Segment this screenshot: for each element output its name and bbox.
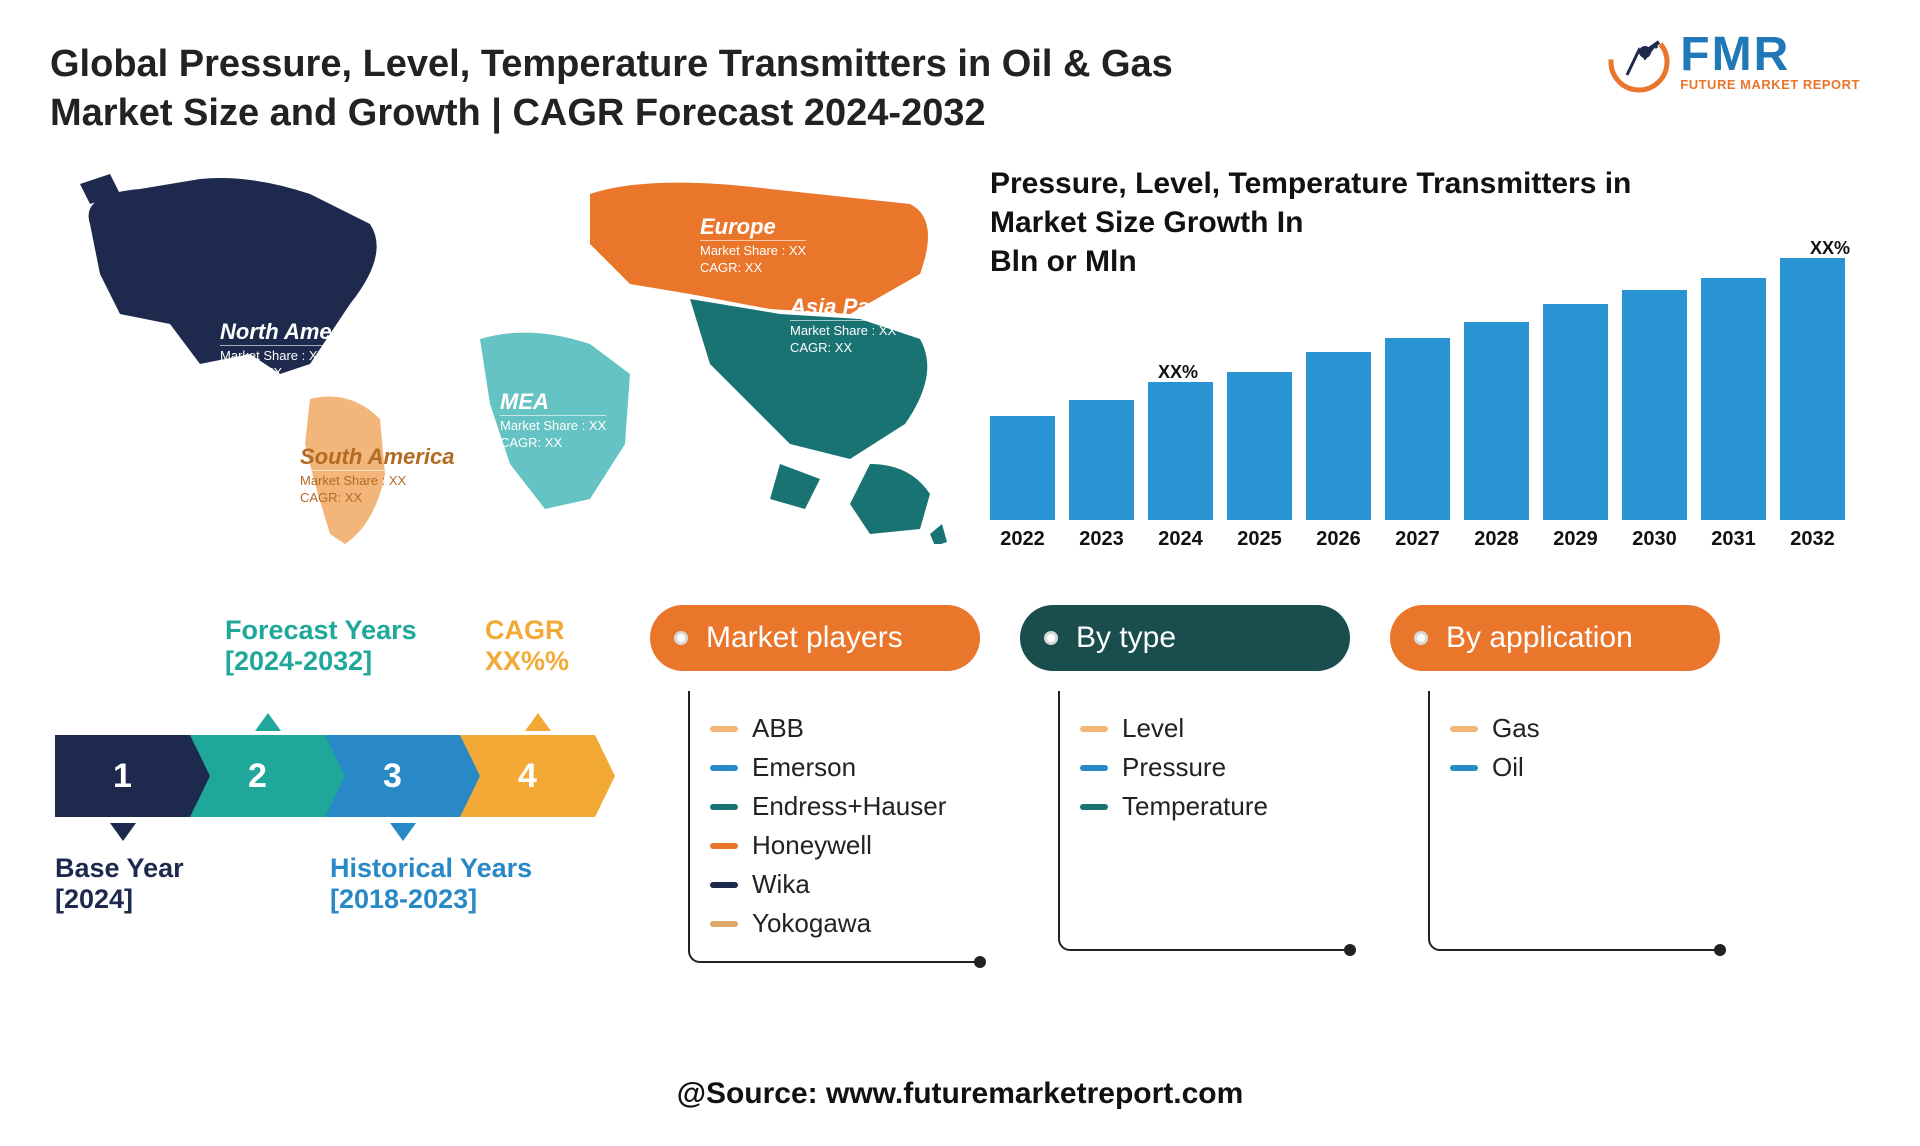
- timeline-arrow-icon: [390, 823, 416, 841]
- category-pill: Market players: [650, 605, 980, 671]
- category-item: ABB: [710, 713, 980, 744]
- bar-2026: 2026: [1306, 352, 1371, 551]
- bar-2022: 2022: [990, 416, 1055, 551]
- category-item: Gas: [1450, 713, 1720, 744]
- timeline-arrow-icon: [525, 713, 551, 731]
- world-map: North AmericaMarket Share : XXCAGR: XX So…: [50, 164, 950, 544]
- category-item: Endress+Hauser: [710, 791, 980, 822]
- bar-2027: 2027: [1385, 338, 1450, 551]
- category-by-application: By application Gas Oil: [1390, 605, 1720, 963]
- category-pill: By type: [1020, 605, 1350, 671]
- timeline-arrow-icon: [110, 823, 136, 841]
- map-region-asia-pacific: Asia PacificMarket Share : XXCAGR: XX: [790, 294, 914, 355]
- bar-2029: 2029: [1543, 304, 1608, 551]
- timeline-label: Base Year[2024]: [55, 853, 184, 915]
- category-by-type: By type Level Pressure Temperature: [1020, 605, 1350, 963]
- category-item: Honeywell: [710, 830, 980, 861]
- bar-2025: 2025: [1227, 372, 1292, 551]
- timeline-segment-3: 3: [325, 735, 460, 817]
- timeline-segment-4: 4: [460, 735, 595, 817]
- page-title: Global Pressure, Level, Temperature Tran…: [50, 40, 1250, 139]
- category-market-players: Market players ABB Emerson Endress+Hauser Ho…: [650, 605, 980, 963]
- timeline-label: Historical Years[2018-2023]: [330, 853, 532, 915]
- category-item: Emerson: [710, 752, 980, 783]
- timeline-arrow-icon: [255, 713, 281, 731]
- bar-2024: XX%2024: [1148, 382, 1213, 551]
- map-region-north-america: North AmericaMarket Share : XXCAGR: XX: [220, 319, 371, 380]
- timeline-label: Forecast Years[2024-2032]: [225, 615, 417, 677]
- source-attribution: @Source: www.futuremarketreport.com: [0, 1077, 1920, 1111]
- category-item: Yokogawa: [710, 908, 980, 939]
- category-item: Level: [1080, 713, 1350, 744]
- bar-2028: 2028: [1464, 322, 1529, 551]
- bar-2030: 2030: [1622, 290, 1687, 551]
- map-region-south-america: South AmericaMarket Share : XXCAGR: XX: [300, 444, 454, 505]
- bar-2032: XX%2032: [1780, 258, 1845, 551]
- timeline-segment-1: 1: [55, 735, 190, 817]
- category-item: Temperature: [1080, 791, 1350, 822]
- map-region-europe: EuropeMarket Share : XXCAGR: XX: [700, 214, 806, 275]
- chart-title: Pressure, Level, Temperature Transmitter…: [990, 164, 1860, 281]
- category-item: Wika: [710, 869, 980, 900]
- category-columns: Market players ABB Emerson Endress+Hauser Ho…: [650, 605, 1720, 963]
- category-item: Oil: [1450, 752, 1720, 783]
- bar-2031: 2031: [1701, 278, 1766, 551]
- timeline-label: CAGRXX%%: [485, 615, 569, 677]
- bar-2023: 2023: [1069, 400, 1134, 551]
- growth-bar-chart: Pressure, Level, Temperature Transmitter…: [990, 164, 1860, 551]
- logo: FMR FUTURE MARKET REPORT: [1607, 30, 1860, 95]
- logo-sub-text: FUTURE MARKET REPORT: [1680, 77, 1860, 92]
- map-region-mea: MEAMarket Share : XXCAGR: XX: [500, 389, 606, 450]
- category-item: Pressure: [1080, 752, 1350, 783]
- category-pill: By application: [1390, 605, 1720, 671]
- logo-main-text: FMR: [1680, 33, 1790, 76]
- logo-icon: [1607, 30, 1672, 95]
- timeline-segment-2: 2: [190, 735, 325, 817]
